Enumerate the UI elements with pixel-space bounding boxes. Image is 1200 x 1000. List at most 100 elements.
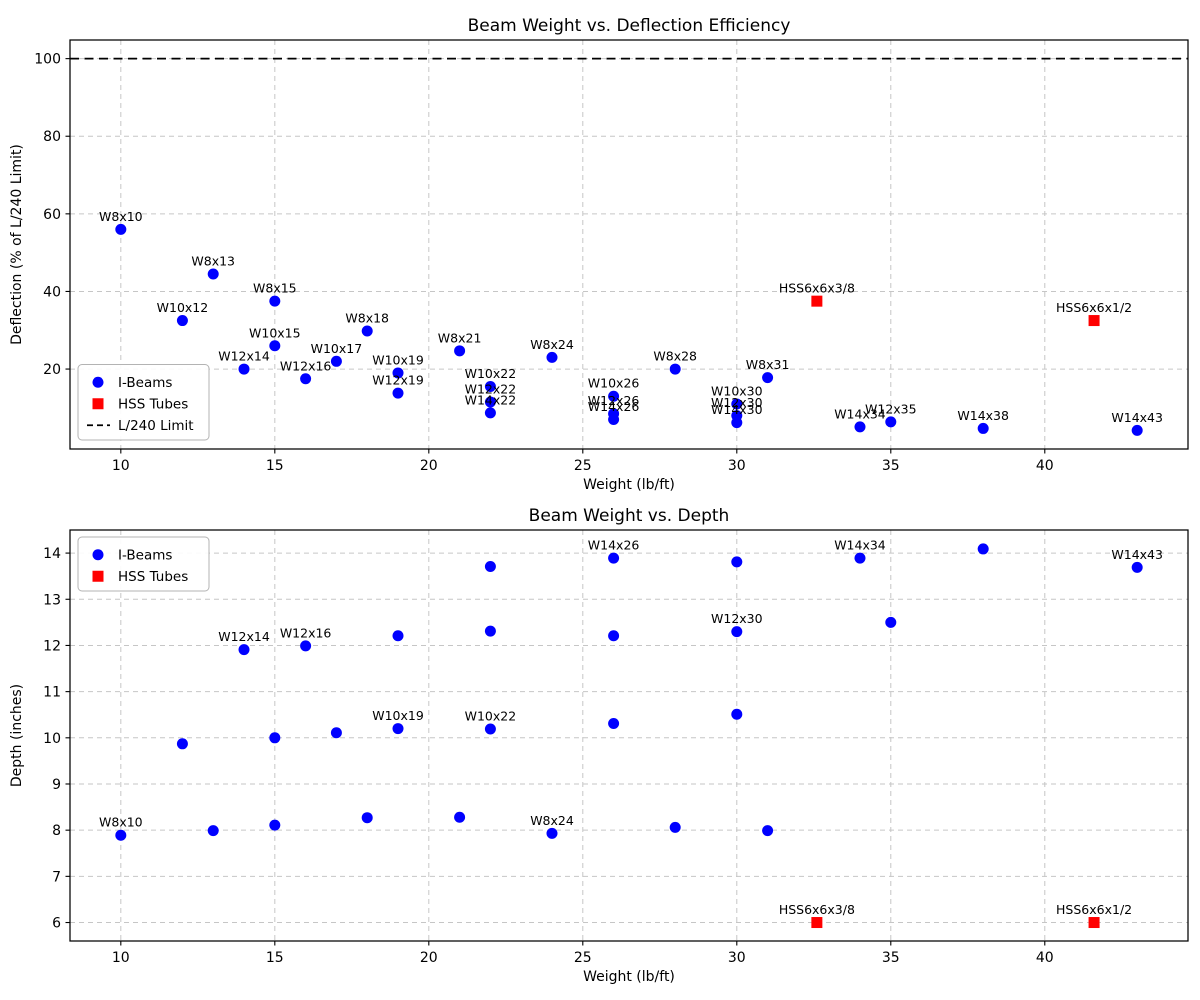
- point-label: W10x19: [372, 352, 424, 367]
- point-label: W8x10: [99, 209, 143, 224]
- x-tick-label: 35: [882, 950, 900, 966]
- data-point-W12x14: [238, 644, 250, 656]
- data-point-W10x12: [176, 315, 188, 327]
- point-label: W12x16: [280, 358, 332, 373]
- data-point-i-beam: [731, 708, 743, 720]
- point-label: W14x26: [588, 399, 640, 414]
- legend-entry-label: I-Beams: [118, 547, 172, 563]
- legend-marker-circle: [92, 549, 104, 561]
- data-point-W10x30: [731, 398, 743, 410]
- data-point-i-beam: [608, 717, 620, 729]
- point-label: W12x16: [280, 625, 332, 640]
- data-point-i-beam: [269, 819, 281, 831]
- data-point-W12x35: [885, 416, 897, 428]
- data-point-W8x24: [546, 351, 558, 363]
- y-tick-label: 60: [43, 207, 61, 223]
- data-point-W8x24: [546, 827, 558, 839]
- y-tick-label: 13: [43, 592, 61, 608]
- x-tick-label: 20: [420, 458, 438, 474]
- point-label: W10x22: [465, 366, 517, 381]
- data-point-HSS6x6x1/2: [1088, 315, 1100, 327]
- x-tick-label: 20: [420, 950, 438, 966]
- data-point-i-beam: [762, 825, 774, 837]
- point-label: W10x17: [311, 341, 363, 356]
- data-point-W12x30: [731, 626, 743, 638]
- y-tick-label: 8: [52, 823, 61, 839]
- point-label: W14x38: [957, 408, 1009, 423]
- data-point-W10x19: [392, 723, 404, 735]
- data-point-i-beam: [731, 556, 743, 568]
- point-label: W14x34: [834, 406, 886, 421]
- data-point-i-beam: [484, 625, 496, 637]
- point-label: W10x15: [249, 325, 301, 340]
- point-label: W8x15: [253, 281, 297, 296]
- data-point-HSS6x6x3/8: [811, 917, 823, 929]
- data-point-i-beam: [977, 543, 989, 555]
- data-point-HSS6x6x3/8: [811, 295, 823, 307]
- point-label: W10x12: [157, 300, 209, 315]
- data-point-W8x10: [115, 829, 127, 841]
- x-tick-label: 25: [574, 950, 592, 966]
- point-label: W8x13: [191, 253, 235, 268]
- data-point-W8x15: [269, 295, 281, 307]
- legend-marker-circle: [92, 376, 104, 388]
- x-axis-label: Weight (lb/ft): [583, 969, 675, 985]
- axes-frame: [69, 39, 1189, 450]
- point-label: W8x28: [653, 349, 697, 364]
- point-label: W14x26: [588, 538, 640, 553]
- legend-marker-square: [92, 398, 104, 410]
- data-point-i-beam: [330, 727, 342, 739]
- data-point-W8x13: [207, 268, 219, 280]
- data-point-W10x26: [608, 390, 620, 402]
- data-point-W14x43: [1131, 561, 1143, 573]
- point-label: W12x22: [465, 382, 517, 397]
- point-label: W14x22: [465, 392, 517, 407]
- y-tick-label: 20: [43, 362, 61, 378]
- data-point-W14x38: [977, 422, 989, 434]
- data-point-W14x26: [608, 552, 620, 564]
- data-point-i-beam: [392, 630, 404, 642]
- legend-box: [77, 536, 210, 592]
- point-label: W8x21: [438, 330, 482, 345]
- chart-title: Beam Weight vs. Deflection Efficiency: [468, 16, 791, 36]
- point-label: W10x30: [711, 383, 763, 398]
- data-point-W8x31: [762, 372, 774, 384]
- data-point-W10x22: [484, 381, 496, 393]
- y-axis-label: Deflection (% of L/240 Limit): [9, 144, 25, 345]
- data-point-W14x22: [484, 407, 496, 419]
- x-tick-label: 10: [112, 458, 130, 474]
- chart-title: Beam Weight vs. Depth: [529, 506, 730, 526]
- data-point-W14x30: [731, 417, 743, 429]
- x-tick-label: 10: [112, 950, 130, 966]
- data-point-W8x18: [361, 325, 373, 337]
- point-label: HSS6x6x1/2: [1056, 300, 1132, 315]
- point-label: W12x14: [218, 349, 270, 364]
- point-label: W8x31: [746, 357, 790, 372]
- data-point-W10x15: [269, 340, 281, 352]
- legend-entry-label: I-Beams: [118, 375, 172, 391]
- data-point-i-beam: [608, 630, 620, 642]
- x-axis-label: Weight (lb/ft): [583, 477, 675, 493]
- point-label: W8x18: [345, 311, 389, 326]
- point-label: W10x19: [372, 708, 424, 723]
- point-label: W14x43: [1111, 547, 1163, 562]
- data-point-W8x10: [115, 223, 127, 235]
- point-label: W10x22: [465, 709, 517, 724]
- data-point-HSS6x6x1/2: [1088, 917, 1100, 929]
- point-label: W12x30: [711, 611, 763, 626]
- y-axis-label: Depth (inches): [9, 684, 25, 787]
- x-tick-label: 40: [1036, 950, 1054, 966]
- point-label: W14x43: [1111, 410, 1163, 425]
- point-label: HSS6x6x1/2: [1056, 902, 1132, 917]
- data-point-W12x16: [300, 373, 312, 385]
- data-point-i-beam: [885, 616, 897, 628]
- point-label: W10x26: [588, 376, 640, 391]
- data-point-W10x17: [330, 355, 342, 367]
- legend-marker-square: [92, 570, 104, 582]
- legend-box: [77, 364, 210, 441]
- point-label: HSS6x6x3/8: [779, 902, 855, 917]
- data-point-W8x21: [454, 345, 466, 357]
- y-tick-label: 6: [52, 916, 61, 932]
- point-label: W14x30: [711, 402, 763, 417]
